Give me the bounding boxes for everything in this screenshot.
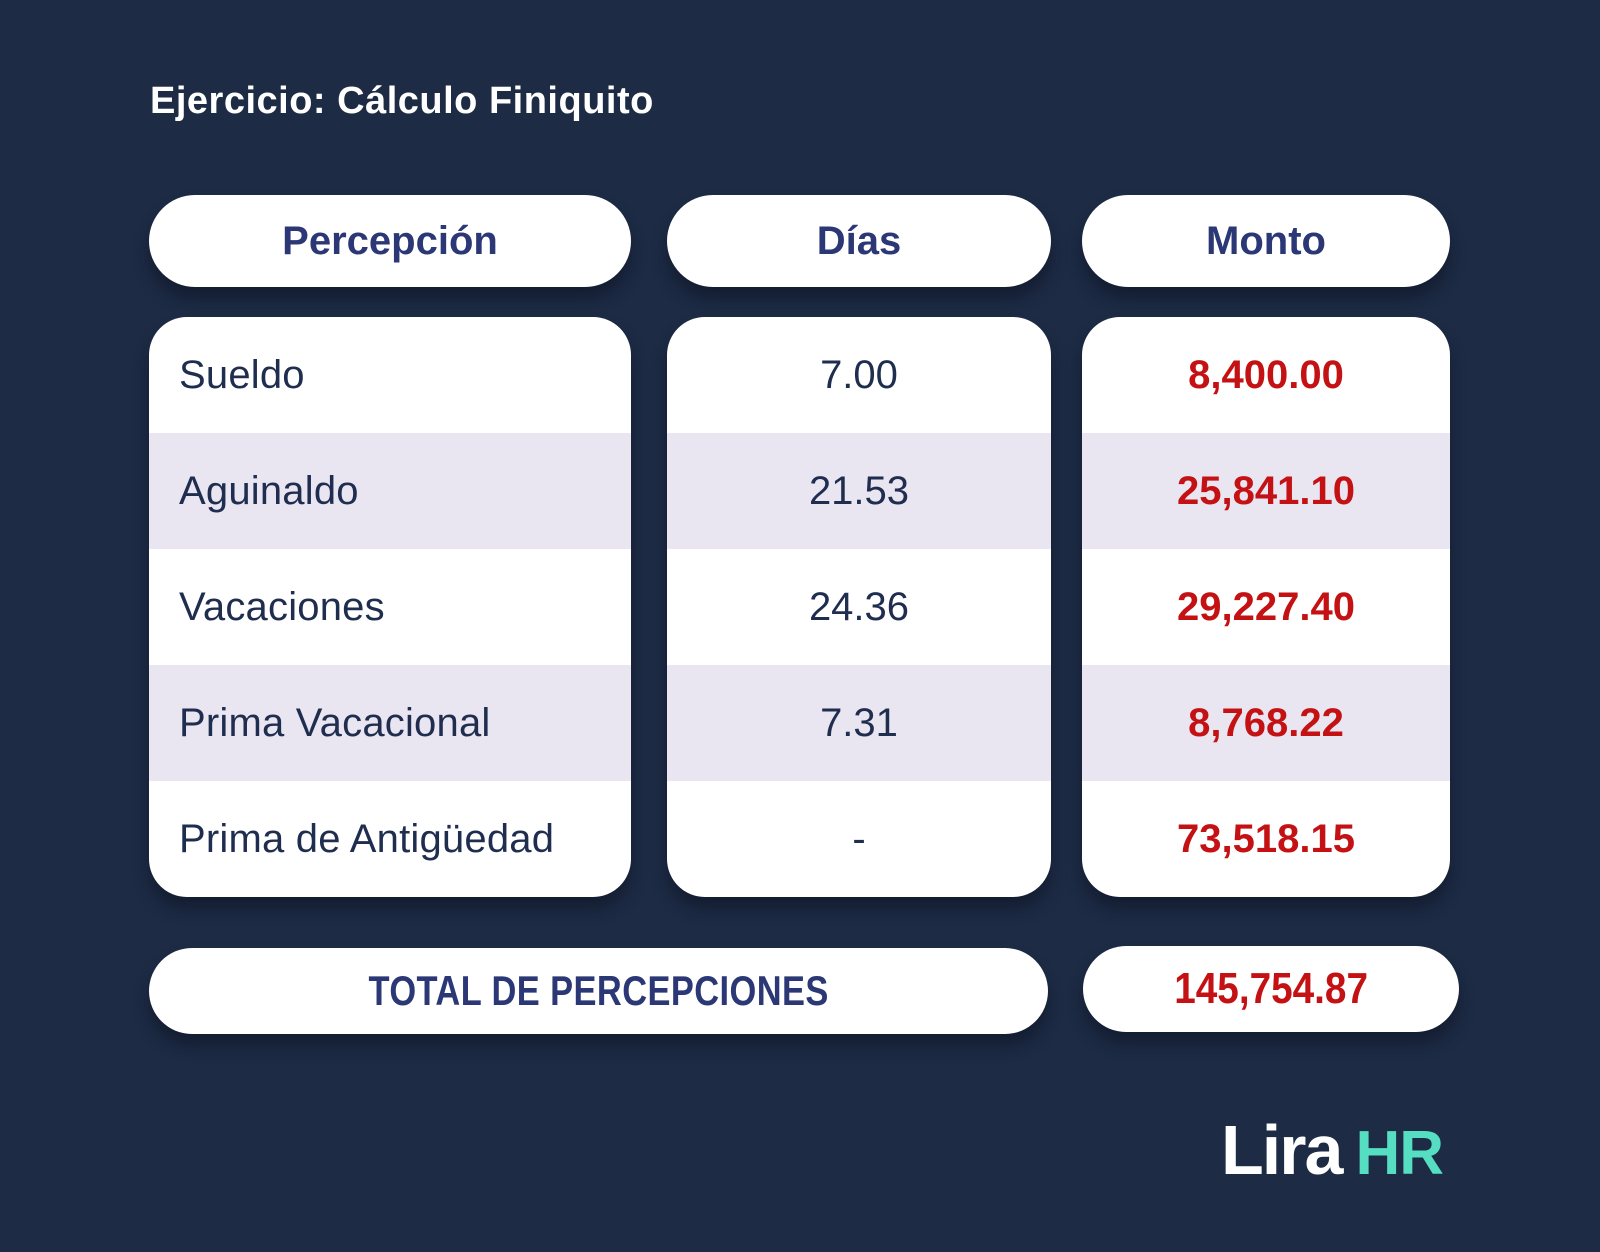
column-header-dias-label: Días	[816, 218, 902, 263]
column-header-monto: Monto	[1082, 195, 1450, 287]
monto-column-card: 8,400.00 25,841.10 29,227.40 8,768.22 73…	[1082, 317, 1450, 897]
cell-percepcion-sueldo: Sueldo	[179, 352, 305, 397]
cell-monto-prima-vacacional: 8,768.22	[1082, 665, 1450, 781]
cell-monto-aguinaldo: 25,841.10	[1082, 433, 1450, 549]
cell-dias-aguinaldo: 21.53	[667, 433, 1051, 549]
cell-percepcion-prima-vacacional: Prima Vacacional	[149, 665, 631, 781]
cell-monto-sueldo: 8,400.00	[1188, 352, 1344, 397]
total-label-pill: TOTAL DE PERCEPCIONES	[149, 948, 1048, 1034]
cell-percepcion-aguinaldo: Aguinaldo	[149, 433, 631, 549]
column-header-monto-label: Monto	[1206, 218, 1326, 263]
cell-dias-prima-antiguedad: -	[852, 816, 866, 861]
dias-column-card: 7.00 21.53 24.36 7.31 -	[667, 317, 1051, 897]
column-header-percepcion: Percepción	[149, 195, 631, 287]
cell-monto-vacaciones: 29,227.40	[1177, 584, 1355, 629]
total-label: TOTAL DE PERCEPCIONES	[368, 967, 829, 1014]
cell-monto-prima-antiguedad: 73,518.15	[1177, 816, 1355, 861]
logo-hr-wordmark: HR	[1355, 1119, 1444, 1188]
cell-dias-vacaciones: 24.36	[808, 584, 910, 629]
total-value-pill: 145,754.87	[1083, 946, 1459, 1032]
cell-dias-prima-vacacional: 7.31	[667, 665, 1051, 781]
cell-dias-sueldo: 7.00	[820, 352, 898, 397]
lira-hr-logo: Lira HR	[1221, 1110, 1444, 1190]
column-header-percepcion-label: Percepción	[282, 218, 498, 263]
cell-percepcion-prima-antiguedad: Prima de Antigüedad	[179, 816, 555, 861]
page-title: Ejercicio: Cálculo Finiquito	[150, 80, 654, 122]
cell-percepcion-vacaciones: Vacaciones	[179, 584, 385, 629]
total-value: 145,754.87	[1174, 964, 1368, 1013]
logo-lira-wordmark: Lira	[1221, 1111, 1343, 1189]
percepcion-column-card: Sueldo Aguinaldo Vacaciones Prima Vacaci…	[149, 317, 631, 897]
column-header-dias: Días	[667, 195, 1051, 287]
